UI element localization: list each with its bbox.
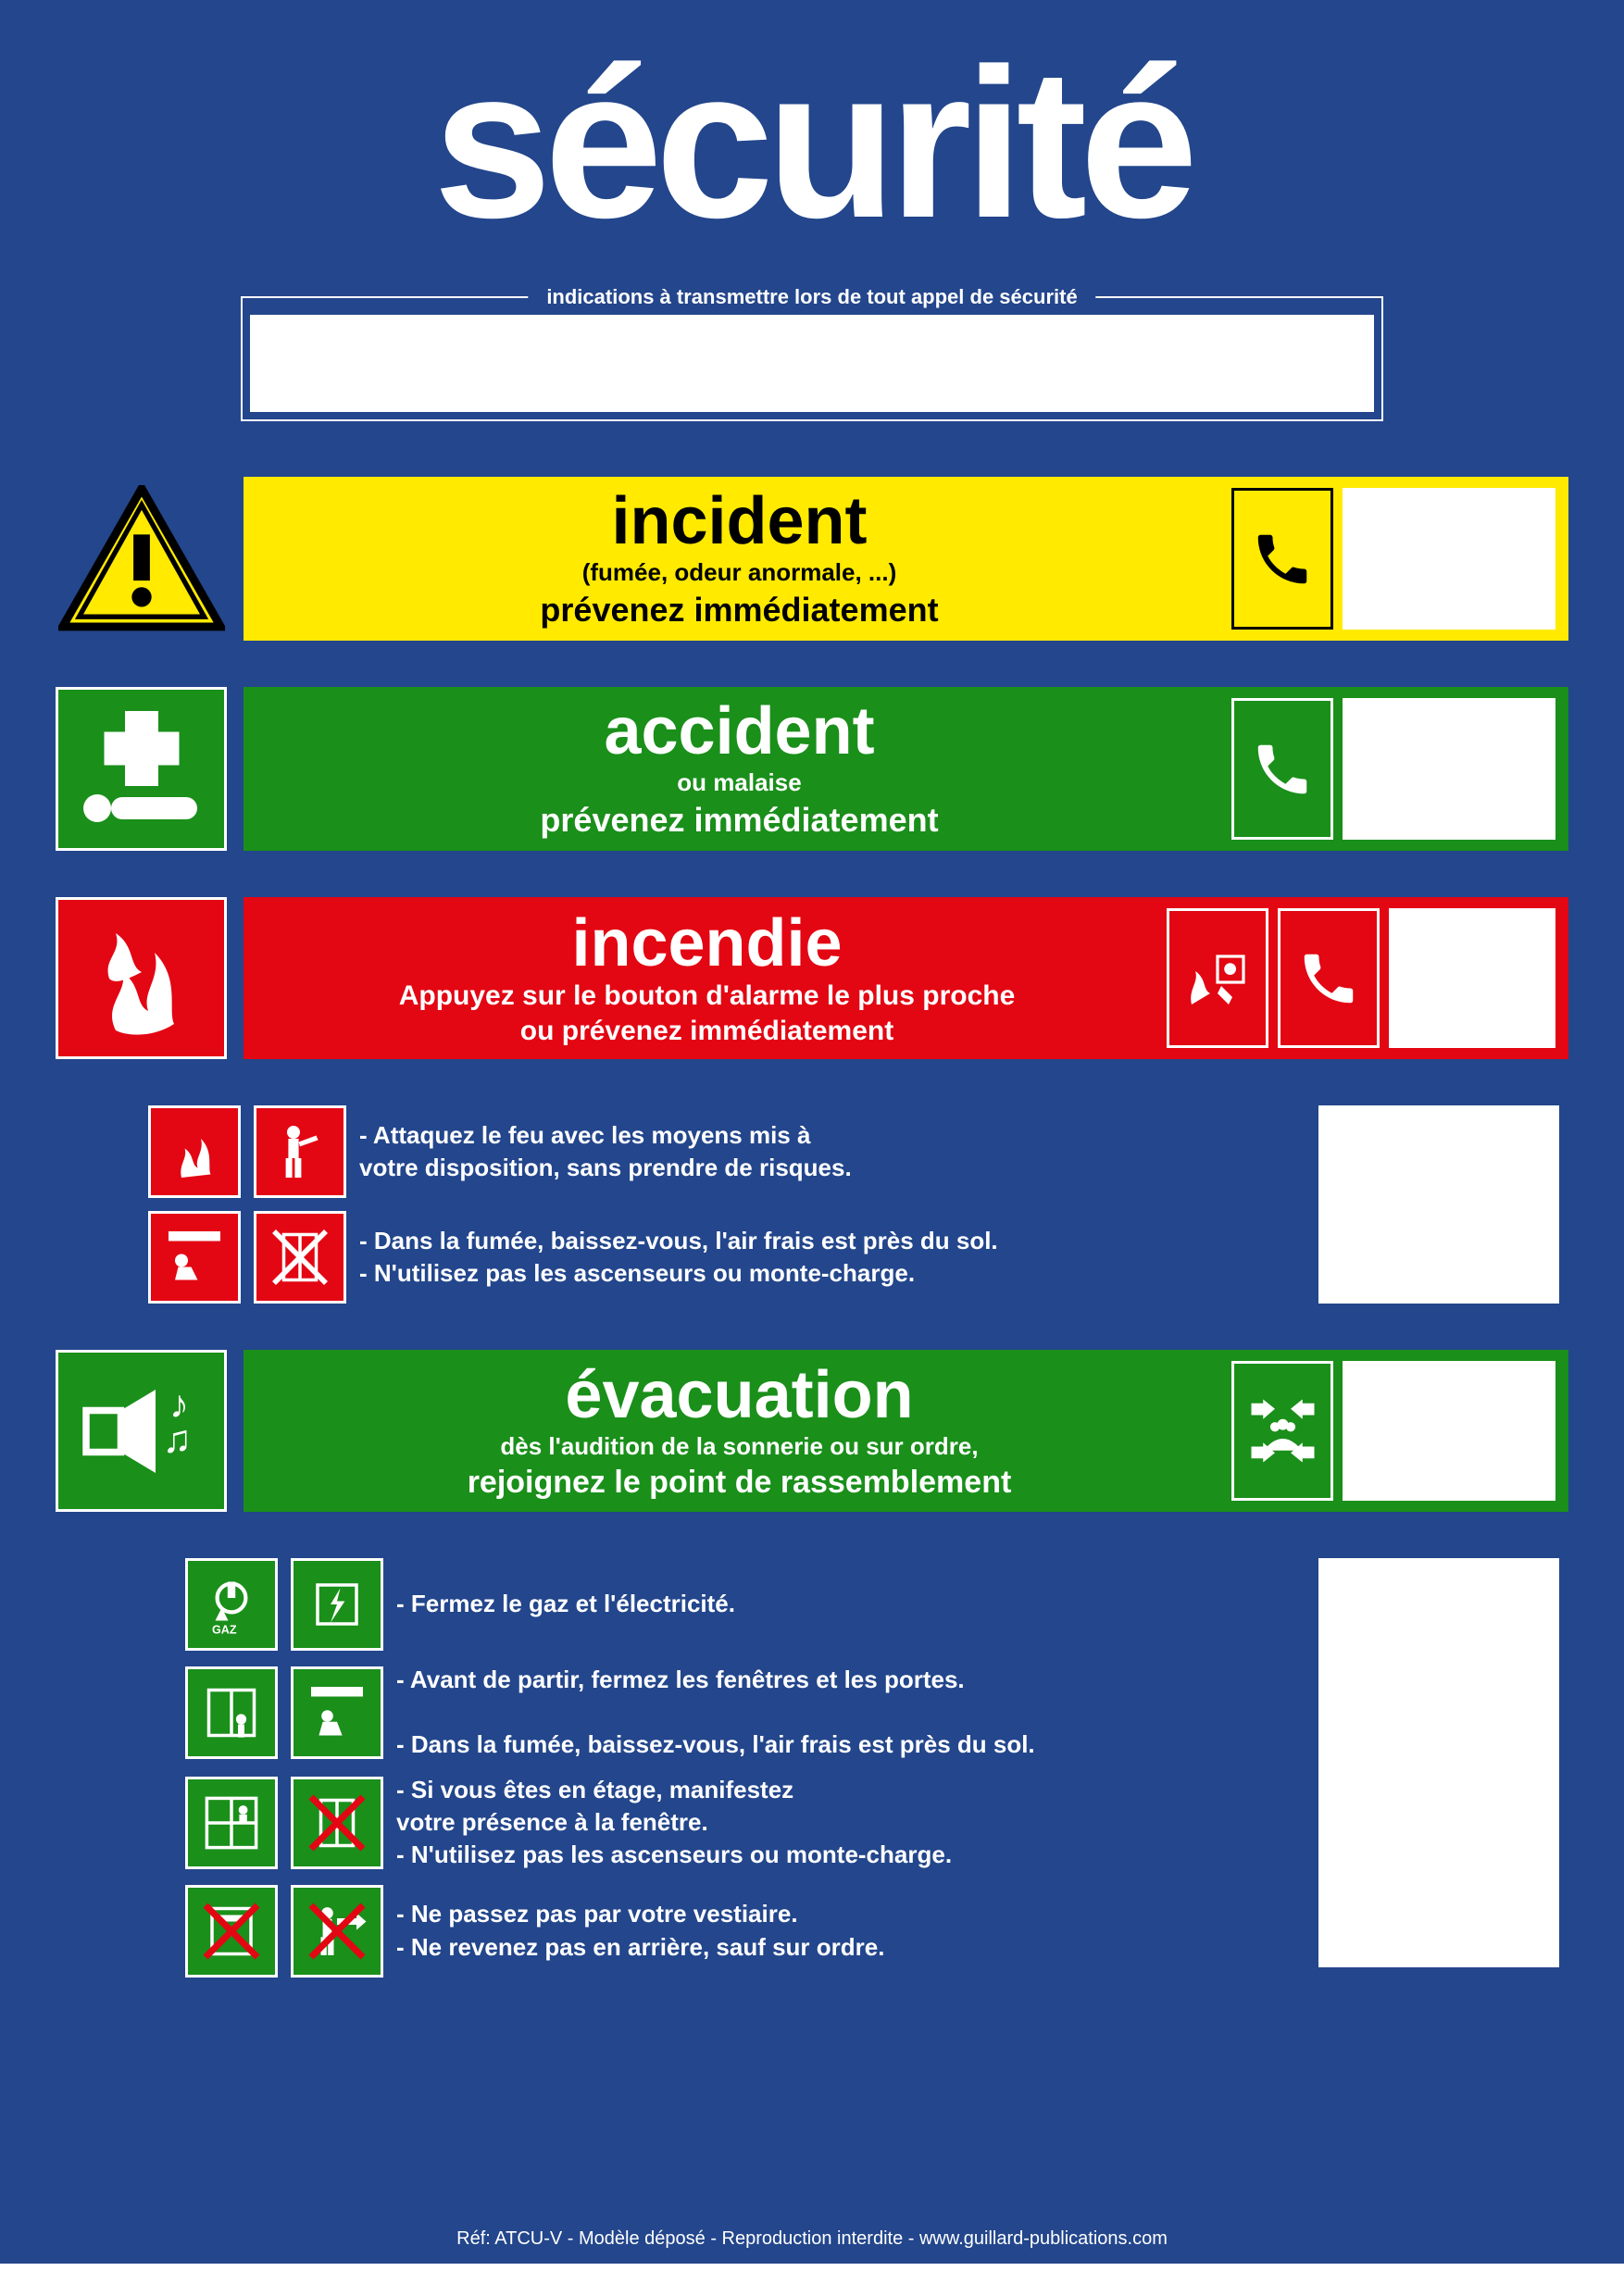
instruction-text: - Si vous êtes en étage, manifestez votr… — [396, 1774, 952, 1871]
gas-off-icon: GAZ — [185, 1558, 278, 1651]
indications-legend: indications à transmettre lors de tout a… — [528, 285, 1095, 309]
indications-box: indications à transmettre lors de tout a… — [241, 296, 1383, 421]
evacuation-notes-field — [1318, 1558, 1559, 1967]
evacuation-banner: évacuation dès l'audition de la sonnerie… — [244, 1350, 1568, 1512]
instruction-row: - Dans la fumée, baissez-vous, l'air fra… — [148, 1211, 1305, 1304]
assembly-point-icon — [1231, 1361, 1333, 1501]
footer-text: Réf: ATCU-V - Modèle déposé - Reproducti… — [56, 2228, 1568, 2268]
fire-notes-field — [1318, 1105, 1559, 1304]
fire-alarm-icon — [1167, 908, 1268, 1048]
phone-icon — [1231, 698, 1333, 840]
instruction-text: - Avant de partir, fermez les fenêtres e… — [396, 1664, 1035, 1761]
phone-icon — [1231, 488, 1333, 630]
instruction-row: - Avant de partir, fermez les fenêtres e… — [185, 1664, 1305, 1761]
fire-contact-field — [1389, 908, 1555, 1048]
no-elevator-icon — [254, 1211, 346, 1304]
evacuation-subtitle: dès l'audition de la sonnerie ou sur ord… — [500, 1432, 978, 1461]
first-aid-icon — [56, 687, 227, 851]
fire-action2: ou prévenez immédiatement — [520, 1016, 893, 1047]
incident-subtitle: (fumée, odeur anormale, ...) — [582, 558, 897, 587]
fire-banner: incendie Appuyez sur le bouton d'alarme … — [244, 897, 1568, 1059]
incident-action: prévenez immédiatement — [540, 591, 938, 630]
accident-title: accident — [604, 698, 874, 765]
instruction-text: - Fermez le gaz et l'électricité. — [396, 1588, 735, 1620]
bottom-margin — [0, 2264, 1624, 2296]
evacuation-row: ♪ ♫ évacuation dès l'audition de la sonn… — [56, 1350, 1568, 1512]
fire-title: incendie — [571, 910, 842, 977]
no-return-icon — [291, 1885, 383, 1978]
instruction-row: - Attaquez le feu avec les moyens mis à … — [148, 1105, 1305, 1198]
evacuation-action: rejoignez le point de rassemblement — [468, 1465, 1012, 1501]
accident-row: accident ou malaise prévenez immédiateme… — [56, 687, 1568, 851]
instruction-text: - Dans la fumée, baissez-vous, l'air fra… — [359, 1225, 998, 1290]
instruction-text: - Ne passez pas par votre vestiaire. - N… — [396, 1898, 884, 1963]
incident-contact-field — [1343, 488, 1555, 630]
main-title: sécurité — [56, 37, 1568, 250]
instruction-row: - Si vous êtes en étage, manifestez votr… — [185, 1774, 1305, 1871]
accident-subtitle: ou malaise — [677, 768, 801, 797]
accident-banner: accident ou malaise prévenez immédiateme… — [244, 687, 1568, 851]
person-extinguish-icon — [254, 1105, 346, 1198]
evacuation-title: évacuation — [565, 1362, 913, 1429]
safety-poster: sécurité indications à transmettre lors … — [0, 0, 1624, 2296]
warning-triangle-icon — [56, 477, 227, 641]
flame-icon — [56, 897, 227, 1059]
instruction-row: GAZ - Fermez le gaz et l'électricité. — [185, 1558, 1305, 1651]
accident-action: prévenez immédiatement — [540, 801, 938, 840]
incident-banner: incident (fumée, odeur anormale, ...) pr… — [244, 477, 1568, 641]
phone-icon — [1278, 908, 1380, 1048]
no-locker-icon — [185, 1885, 278, 1978]
incident-title: incident — [611, 488, 867, 555]
electricity-off-icon — [291, 1558, 383, 1651]
close-window-icon — [185, 1666, 278, 1759]
fire-action1: Appuyez sur le bouton d'alarme le plus p… — [399, 980, 1016, 1012]
svg-text:♫: ♫ — [162, 1416, 192, 1460]
fire-row: incendie Appuyez sur le bouton d'alarme … — [56, 897, 1568, 1059]
crouch-smoke-icon — [291, 1666, 383, 1759]
alarm-bell-icon: ♪ ♫ — [56, 1350, 227, 1512]
indications-field — [250, 315, 1374, 412]
evacuation-contact-field — [1343, 1361, 1555, 1501]
instruction-text: - Attaquez le feu avec les moyens mis à … — [359, 1119, 852, 1184]
crouch-icon — [148, 1211, 241, 1304]
incident-row: incident (fumée, odeur anormale, ...) pr… — [56, 477, 1568, 641]
fire-instructions: - Attaquez le feu avec les moyens mis à … — [148, 1105, 1568, 1304]
svg-text:GAZ: GAZ — [212, 1624, 237, 1637]
evacuation-instructions: GAZ - Fermez le gaz et l'électricité. - … — [185, 1558, 1568, 1978]
window-signal-icon — [185, 1777, 278, 1869]
no-elevator-icon — [291, 1777, 383, 1869]
accident-contact-field — [1343, 698, 1555, 840]
instruction-row: - Ne passez pas par votre vestiaire. - N… — [185, 1885, 1305, 1978]
extinguisher-icon — [148, 1105, 241, 1198]
